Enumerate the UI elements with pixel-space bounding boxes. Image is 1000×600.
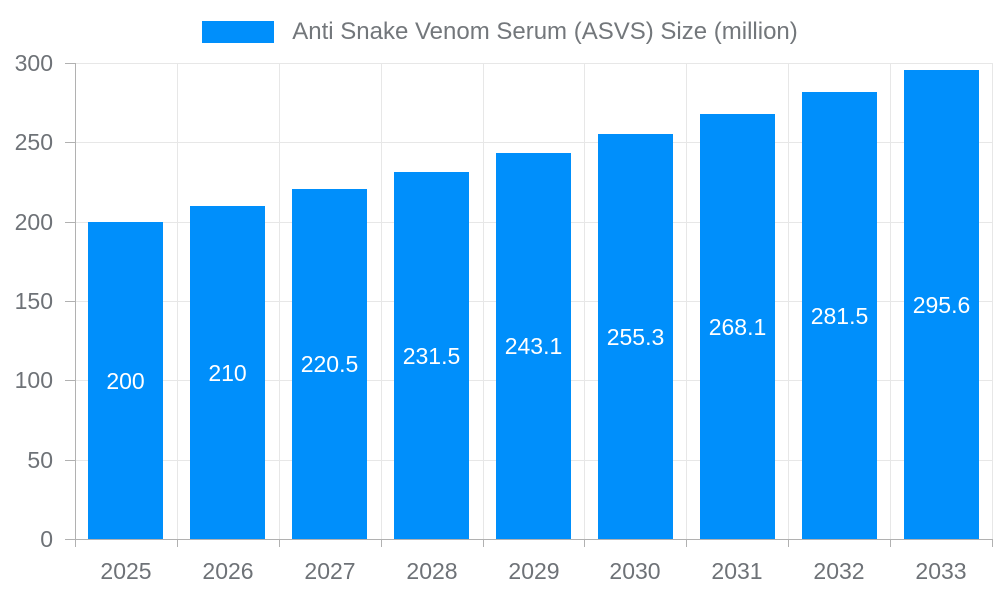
bar-value-label: 295.6 [912, 292, 971, 318]
bar-2025[interactable] [88, 222, 163, 539]
x-tick-label: 2028 [406, 558, 458, 584]
y-axis-tick [65, 63, 75, 64]
y-tick-label: 300 [14, 50, 53, 76]
v-gridline [279, 63, 280, 539]
v-gridline [686, 63, 687, 539]
bar-value-label: 231.5 [402, 343, 461, 369]
bar-2027[interactable] [292, 189, 367, 539]
x-axis-tick [890, 539, 891, 547]
v-gridline [788, 63, 789, 539]
x-axis-tick [177, 539, 178, 547]
x-tick-label: 2031 [711, 558, 763, 584]
bar-value-label: 255.3 [606, 324, 665, 350]
x-tick-label: 2025 [100, 558, 152, 584]
bar-2028[interactable] [394, 172, 469, 539]
legend-swatch-icon [202, 21, 275, 43]
x-axis-line [65, 539, 992, 540]
bar-value-label: 268.1 [708, 314, 767, 340]
h-gridline [75, 63, 992, 64]
x-tick-label: 2029 [508, 558, 560, 584]
bar-value-label: 210 [208, 360, 247, 386]
x-tick-label: 2030 [609, 558, 661, 584]
y-tick-label: 0 [40, 526, 53, 552]
x-axis-tick [686, 539, 687, 547]
bar-2032[interactable] [802, 92, 877, 539]
y-axis-tick [65, 142, 75, 143]
bar-2031[interactable] [700, 114, 775, 539]
v-gridline [381, 63, 382, 539]
x-axis-tick [584, 539, 585, 547]
y-axis-tick [65, 222, 75, 223]
x-tick-label: 2033 [915, 558, 967, 584]
bar-value-label: 243.1 [504, 333, 563, 359]
legend-label: Anti Snake Venom Serum (ASVS) Size (mill… [292, 18, 798, 45]
bar-value-label: 200 [106, 368, 145, 394]
y-tick-label: 100 [14, 367, 53, 393]
y-tick-label: 250 [14, 129, 53, 155]
legend[interactable]: Anti Snake Venom Serum (ASVS) Size (mill… [0, 14, 1000, 50]
x-tick-label: 2032 [813, 558, 865, 584]
x-axis-tick [381, 539, 382, 547]
y-axis-tick [65, 460, 75, 461]
x-tick-label: 2026 [202, 558, 254, 584]
v-gridline [992, 63, 993, 539]
y-axis-tick [65, 301, 75, 302]
y-axis-tick [65, 539, 75, 540]
bar-2030[interactable] [598, 134, 673, 539]
y-axis-tick [65, 380, 75, 381]
x-axis-tick [279, 539, 280, 547]
x-tick-label: 2027 [304, 558, 356, 584]
y-tick-label: 150 [14, 288, 53, 314]
bar-value-label: 220.5 [300, 351, 359, 377]
v-gridline [584, 63, 585, 539]
h-gridline [75, 142, 992, 143]
x-axis-tick [788, 539, 789, 547]
bar-value-label: 281.5 [810, 303, 869, 329]
v-gridline [177, 63, 178, 539]
y-axis-line [75, 63, 76, 547]
x-axis-tick [483, 539, 484, 547]
v-gridline [483, 63, 484, 539]
y-tick-label: 50 [27, 447, 53, 473]
bar-2026[interactable] [190, 206, 265, 539]
v-gridline [890, 63, 891, 539]
bar-2033[interactable] [904, 70, 979, 539]
bar-2029[interactable] [496, 153, 571, 539]
x-axis-tick [992, 539, 993, 547]
y-tick-label: 200 [14, 209, 53, 235]
